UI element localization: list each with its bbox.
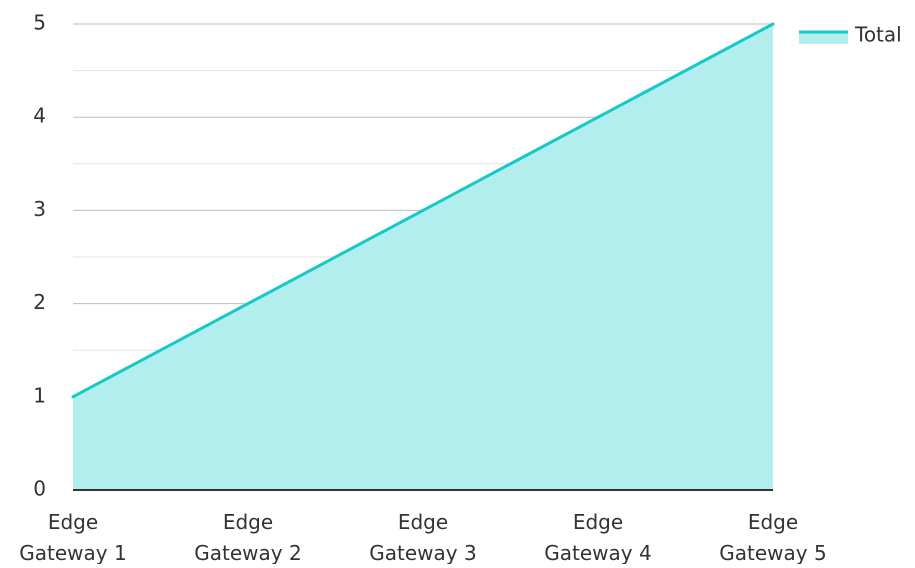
- x-tick-label-line: Gateway 5: [719, 541, 826, 564]
- data-point: [71, 395, 75, 399]
- legend-swatch-fill: [799, 32, 848, 44]
- x-tick-label-line: Edge: [573, 510, 623, 534]
- x-tick-label-line: Edge: [48, 510, 98, 534]
- x-tick-label: Edge Gateway 3: [369, 510, 476, 564]
- y-tick-labels: 0 1 2 3 4 5: [33, 11, 46, 501]
- data-point: [421, 208, 425, 212]
- x-tick-label-line: Gateway 4: [544, 541, 651, 564]
- data-point: [596, 115, 600, 119]
- x-tick-label-line: Edge: [748, 510, 798, 534]
- y-tick-label: 2: [33, 290, 46, 314]
- data-point: [771, 22, 775, 26]
- series-area: [73, 24, 773, 490]
- legend: Total: [799, 23, 902, 47]
- y-tick-label: 5: [33, 11, 46, 35]
- x-tick-label-line: Gateway 2: [194, 541, 301, 564]
- y-tick-label: 3: [33, 197, 46, 221]
- y-tick-label: 1: [33, 383, 46, 407]
- y-tick-label: 0: [33, 477, 46, 501]
- y-tick-label: 4: [33, 104, 46, 128]
- legend-label: Total: [854, 23, 902, 47]
- x-tick-label: Edge Gateway 1: [19, 510, 126, 564]
- x-tick-label-line: Edge: [223, 510, 273, 534]
- series-area-group: [71, 22, 775, 490]
- x-tick-label: Edge Gateway 2: [194, 510, 301, 564]
- x-tick-label-line: Edge: [398, 510, 448, 534]
- data-point: [246, 302, 250, 306]
- x-tick-label: Edge Gateway 5: [719, 510, 826, 564]
- x-tick-label-line: Gateway 3: [369, 541, 476, 564]
- x-tick-label: Edge Gateway 4: [544, 510, 651, 564]
- x-tick-label-line: Gateway 1: [19, 541, 126, 564]
